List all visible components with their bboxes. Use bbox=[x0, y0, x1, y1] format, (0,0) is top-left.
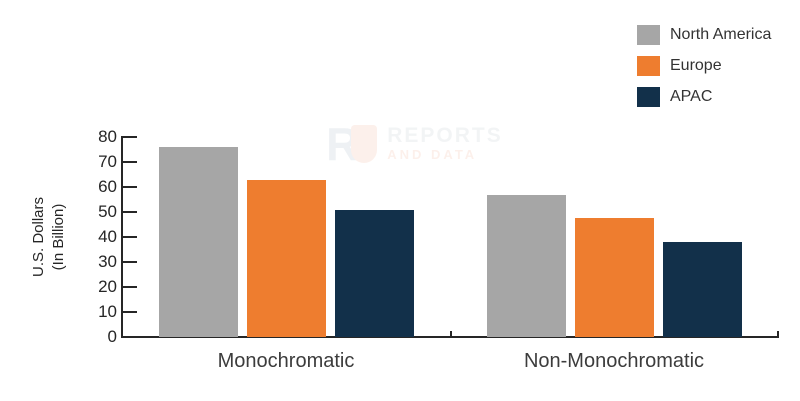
legend-swatch-apac bbox=[637, 87, 660, 107]
y-tick-mark-0 bbox=[123, 336, 137, 338]
y-tick-label-10: 10 bbox=[98, 302, 117, 321]
legend-item-europe: Europe bbox=[637, 56, 771, 76]
y-tick-mark-60 bbox=[123, 186, 137, 188]
y-axis-line bbox=[121, 136, 123, 337]
y-tick-label-30: 30 bbox=[98, 252, 117, 271]
legend-label-apac: APAC bbox=[670, 88, 713, 105]
y-tick-label-80: 80 bbox=[98, 127, 117, 146]
y-axis-title-line2: (In Billion) bbox=[50, 203, 67, 271]
y-tick-mark-10 bbox=[123, 311, 137, 313]
x-tick-label-non-monochromatic: Non-Monochromatic bbox=[523, 350, 705, 372]
y-tick-label-20: 20 bbox=[98, 277, 117, 296]
x-tick-label-monochromatic: Monochromatic bbox=[217, 350, 355, 372]
legend-label-europe: Europe bbox=[670, 57, 722, 74]
y-tick-label-0: 0 bbox=[107, 327, 117, 346]
legend-swatch-europe bbox=[637, 56, 660, 76]
y-tick-label-50: 50 bbox=[98, 202, 117, 221]
bar-non-monochromatic-europe bbox=[574, 218, 654, 337]
x-tick-mark-1 bbox=[777, 331, 779, 337]
legend-item-north-america: North America bbox=[637, 25, 771, 45]
y-axis-title: U.S. Dollars (In Billion) bbox=[29, 127, 71, 347]
y-tick-mark-50 bbox=[123, 211, 137, 213]
legend-item-apac: APAC bbox=[637, 87, 771, 107]
y-tick-mark-30 bbox=[123, 261, 137, 263]
watermark-r-logo: R bbox=[326, 118, 360, 170]
watermark-subtitle: AND DATA bbox=[387, 147, 478, 162]
legend: North America Europe APAC bbox=[637, 25, 771, 118]
y-tick-mark-80 bbox=[123, 136, 137, 138]
y-tick-mark-20 bbox=[123, 286, 137, 288]
bar-monochromatic-europe bbox=[246, 179, 326, 337]
y-axis-title-line1: U.S. Dollars bbox=[30, 196, 47, 278]
y-tick-label-60: 60 bbox=[98, 177, 117, 196]
bar-non-monochromatic-apac bbox=[662, 242, 742, 337]
bar-monochromatic-apac bbox=[334, 209, 414, 337]
y-tick-mark-70 bbox=[123, 161, 137, 163]
y-tick-label-70: 70 bbox=[98, 152, 117, 171]
watermark-title: REPORTS bbox=[387, 124, 503, 147]
reports-and-data-watermark: R REPORTS AND DATA bbox=[326, 121, 503, 167]
bar-monochromatic-north-america bbox=[158, 147, 238, 337]
bar-non-monochromatic-north-america bbox=[486, 194, 566, 337]
y-tick-label-40: 40 bbox=[98, 227, 117, 246]
legend-label-north-america: North America bbox=[670, 26, 772, 43]
legend-swatch-north-america bbox=[637, 25, 660, 45]
x-axis-line bbox=[121, 336, 779, 338]
watermark-shield-icon bbox=[351, 125, 378, 163]
x-tick-mark-0 bbox=[450, 331, 452, 337]
y-tick-mark-40 bbox=[123, 236, 137, 238]
